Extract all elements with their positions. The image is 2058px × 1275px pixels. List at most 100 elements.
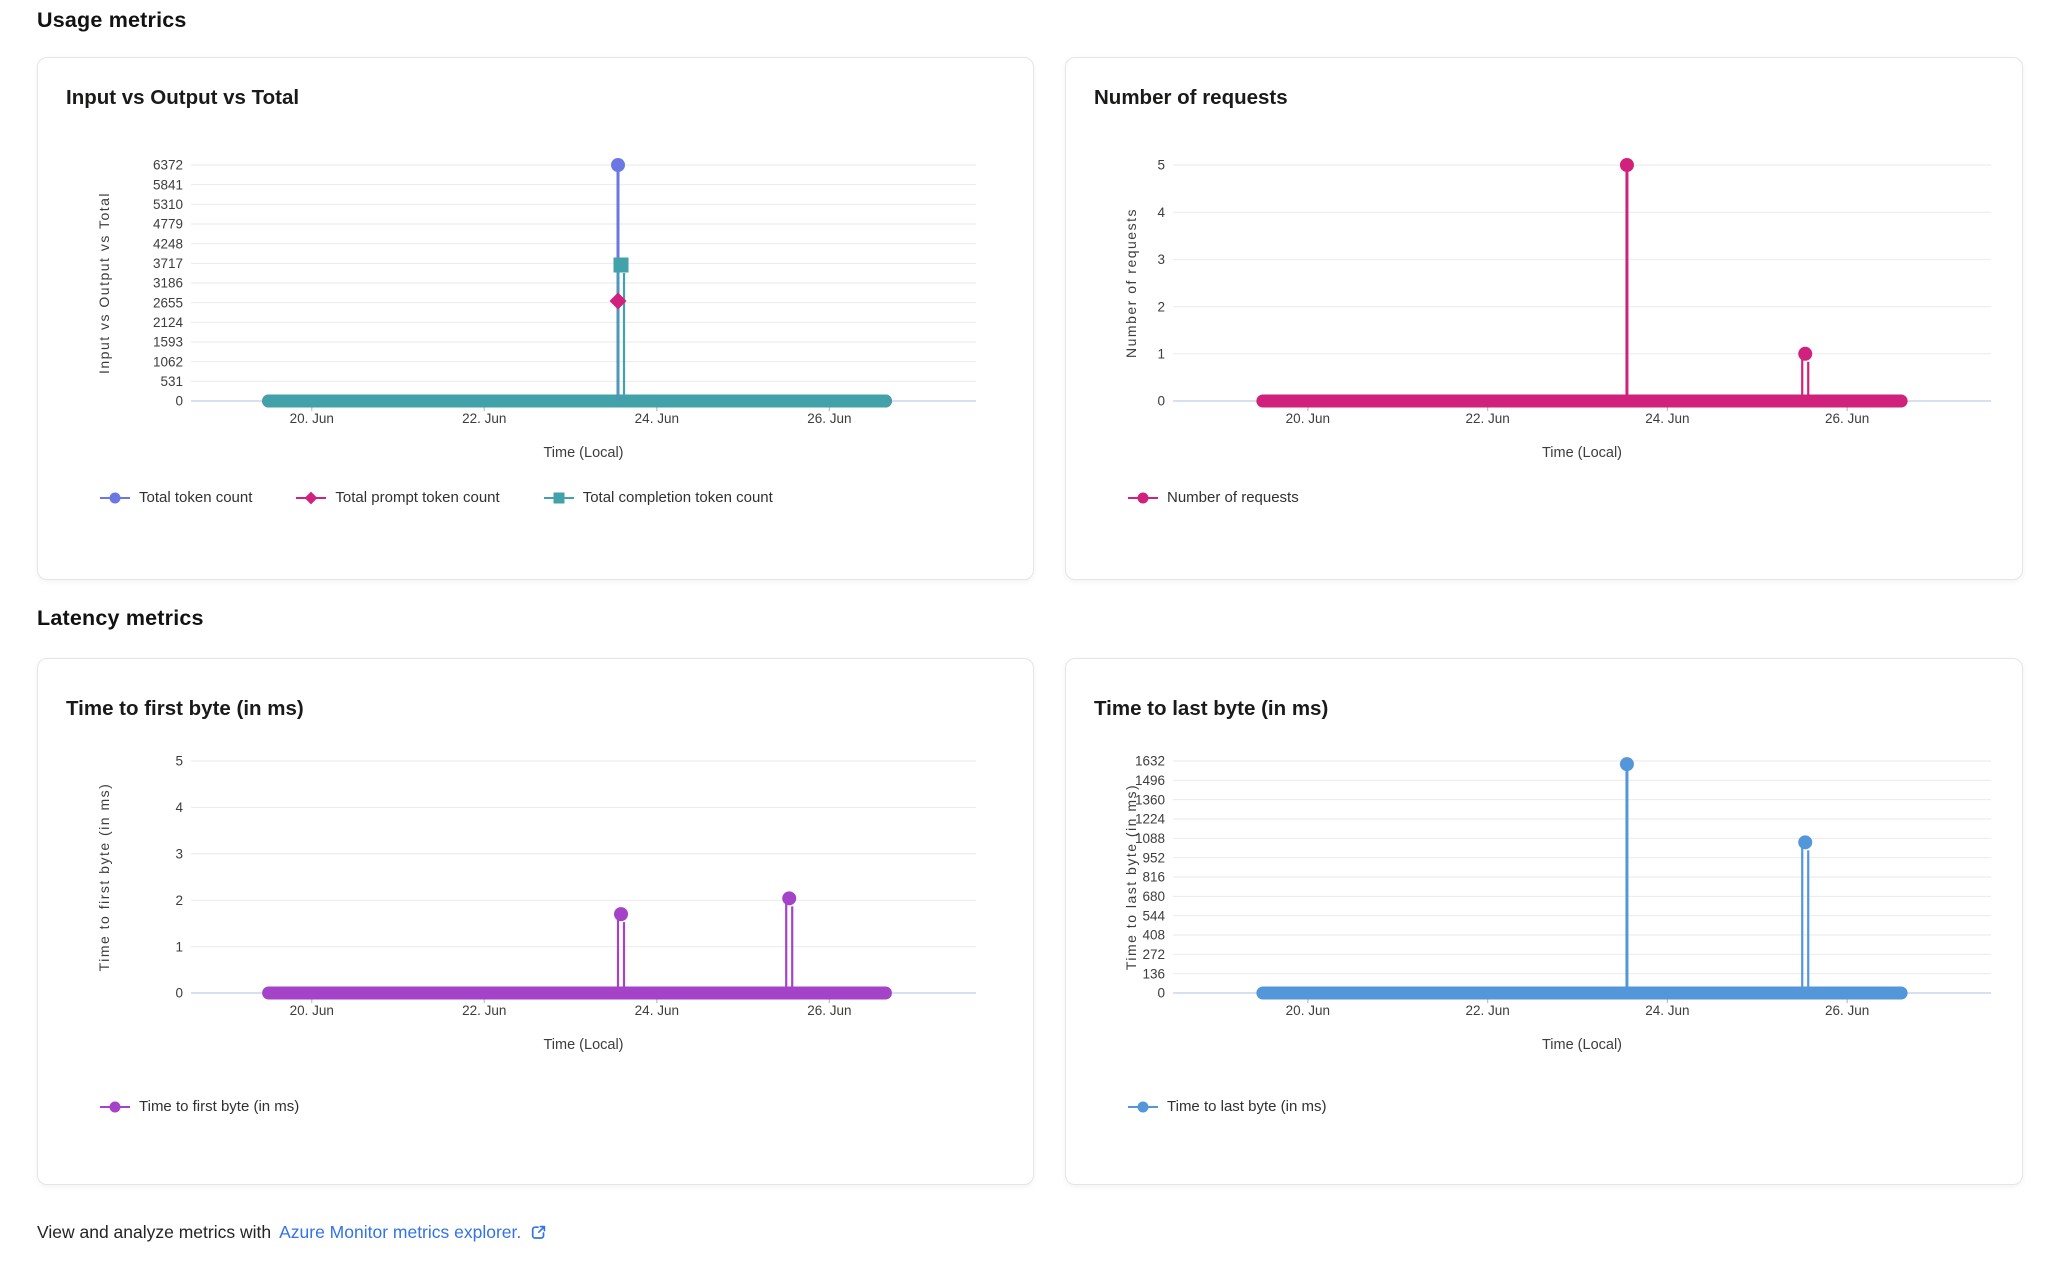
legend-item[interactable]: Total prompt token count [296, 489, 500, 506]
x-tick-label: 26. Jun [807, 411, 851, 426]
y-tick-label: 816 [1142, 870, 1165, 885]
footer-text: View and analyze metrics with [37, 1222, 272, 1242]
legend-item[interactable]: Total completion token count [543, 489, 773, 506]
y-tick-label: 0 [1157, 394, 1165, 409]
data-point-marker-square [613, 257, 629, 273]
data-point-marker-circle [1798, 835, 1813, 850]
y-tick-label: 0 [175, 986, 183, 1001]
data-point-marker-circle [1619, 757, 1634, 772]
x-tick-label: 26. Jun [1825, 411, 1869, 426]
legend-item[interactable]: Number of requests [1128, 489, 1299, 506]
x-tick-label: 22. Jun [1465, 1003, 1509, 1018]
y-tick-label: 1088 [1135, 831, 1165, 846]
y-tick-label: 1496 [1135, 773, 1165, 788]
legend-label: Number of requests [1167, 489, 1299, 506]
input-output-total-chart: 0 531 1062 1593 2124 2655 3186 3717 4248 4779 5310… [96, 158, 976, 461]
x-tick-label: 26. Jun [807, 1003, 851, 1018]
y-tick-label: 1 [1157, 347, 1165, 362]
y-tick-label: 4 [1157, 205, 1165, 220]
x-tick-label: 20. Jun [290, 411, 334, 426]
data-point-marker-circle [611, 158, 626, 172]
y-tick-label: 4248 [153, 236, 183, 251]
data-point-marker-circle [782, 891, 797, 906]
metric-card-number-of-requests: 0 1 2 3 4 5 20. Jun 22. Jun 24. Jun 26. Jun Number… [1065, 57, 2023, 580]
circle-legend-marker-icon [100, 1101, 130, 1112]
y-tick-label: 1593 [153, 335, 183, 350]
azure-monitor-link-label: Azure Monitor metrics explorer. [279, 1222, 522, 1242]
y-tick-label: 544 [1142, 908, 1165, 923]
y-tick-label: 4 [175, 800, 183, 815]
metric-card-input-output-total: 0 531 1062 1593 2124 2655 3186 3717 4248 4779 5310… [37, 57, 1034, 580]
y-tick-label: 2 [1157, 299, 1165, 314]
x-axis-title: Time (Local) [543, 445, 623, 461]
x-tick-label: 24. Jun [1645, 411, 1689, 426]
circle-legend-marker-icon [100, 492, 130, 503]
x-tick-label: 24. Jun [1645, 1003, 1689, 1018]
y-tick-label: 272 [1142, 947, 1165, 962]
y-tick-label: 3 [1157, 252, 1165, 267]
y-axis-title: Time to last byte (in ms) [1123, 784, 1139, 970]
y-tick-label: 2124 [153, 315, 184, 330]
data-point-marker-circle [1619, 158, 1634, 172]
y-tick-label: 5841 [153, 177, 183, 192]
time-to-first-byte-chart: 0 1 2 3 4 5 20. Jun 22. Jun 24. Jun 26. Jun Time t… [96, 754, 976, 1053]
y-tick-label: 4779 [153, 217, 183, 232]
x-tick-label: 20. Jun [1286, 411, 1330, 426]
x-tick-label: 22. Jun [1465, 411, 1509, 426]
legend-item[interactable]: Time to first byte (in ms) [100, 1098, 299, 1115]
y-tick-label: 1062 [153, 354, 183, 369]
x-tick-label: 24. Jun [635, 411, 679, 426]
x-axis-title: Time (Local) [543, 1037, 623, 1053]
y-tick-label: 5310 [153, 197, 183, 212]
footer-note: View and analyze metrics with Azure Moni… [37, 1222, 548, 1243]
square-legend-marker-icon [543, 492, 574, 503]
diamond-legend-marker-icon [296, 491, 327, 504]
usage-metrics-heading: Usage metrics [37, 8, 187, 32]
legend-item[interactable]: Time to last byte (in ms) [1128, 1098, 1326, 1115]
y-tick-label: 1632 [1135, 754, 1165, 769]
y-tick-label: 3717 [153, 256, 183, 271]
x-tick-label: 20. Jun [290, 1003, 334, 1018]
y-axis-title: Time to first byte (in ms) [96, 783, 112, 972]
chart-legend: Time to first byte (in ms) [100, 1098, 299, 1115]
chart-title: Input vs Output vs Total [66, 86, 300, 109]
circle-legend-marker-icon [1128, 1101, 1158, 1112]
circle-legend-marker-icon [1128, 492, 1158, 503]
chart-title: Number of requests [1094, 86, 1288, 109]
y-tick-label: 1 [175, 939, 183, 954]
metric-card-time-to-last-byte: 0 136 272 408 544 680 816 952 1088 1224 1360 1496 16… [1065, 658, 2023, 1185]
legend-label: Total completion token count [582, 489, 773, 506]
y-tick-label: 1224 [1135, 812, 1166, 827]
latency-metrics-heading: Latency metrics [37, 606, 204, 630]
y-axis-title: Number of requests [1123, 208, 1139, 358]
y-tick-label: 408 [1142, 928, 1165, 943]
x-tick-label: 22. Jun [462, 1003, 506, 1018]
chart-legend: Number of requests [1128, 489, 1299, 506]
x-axis-title: Time (Local) [1542, 1037, 1622, 1053]
y-tick-label: 5 [1157, 158, 1165, 173]
x-tick-label: 26. Jun [1825, 1003, 1869, 1018]
y-tick-label: 952 [1142, 850, 1165, 865]
legend-label: Total token count [139, 489, 253, 506]
metric-card-time-to-first-byte: 0 1 2 3 4 5 20. Jun 22. Jun 24. Jun 26. Jun Time t… [37, 658, 1034, 1185]
x-tick-label: 22. Jun [462, 411, 506, 426]
chart-title: Time to last byte (in ms) [1094, 697, 1329, 720]
x-tick-label: 20. Jun [1286, 1003, 1330, 1018]
x-axis-title: Time (Local) [1542, 445, 1622, 461]
legend-item[interactable]: Total token count [100, 489, 252, 506]
legend-label: Time to last byte (in ms) [1167, 1098, 1327, 1115]
number-of-requests-chart: 0 1 2 3 4 5 20. Jun 22. Jun 24. Jun 26. Jun Number… [1123, 158, 1991, 461]
chart-legend: Time to last byte (in ms) [1128, 1098, 1326, 1115]
y-tick-label: 2 [175, 893, 183, 908]
legend-label: Total prompt token count [335, 489, 500, 506]
y-tick-label: 3 [175, 847, 183, 862]
open-in-new-window-icon [532, 1225, 546, 1239]
y-tick-label: 1360 [1135, 792, 1165, 807]
azure-monitor-link[interactable]: Azure Monitor metrics explorer. [279, 1222, 548, 1243]
x-tick-label: 24. Jun [635, 1003, 679, 1018]
legend-label: Time to first byte (in ms) [139, 1098, 300, 1115]
y-tick-label: 3186 [153, 276, 183, 291]
data-point-marker-diamond [609, 292, 627, 310]
y-tick-label: 2655 [153, 295, 183, 310]
y-axis-title: Input vs Output vs Total [96, 192, 112, 374]
